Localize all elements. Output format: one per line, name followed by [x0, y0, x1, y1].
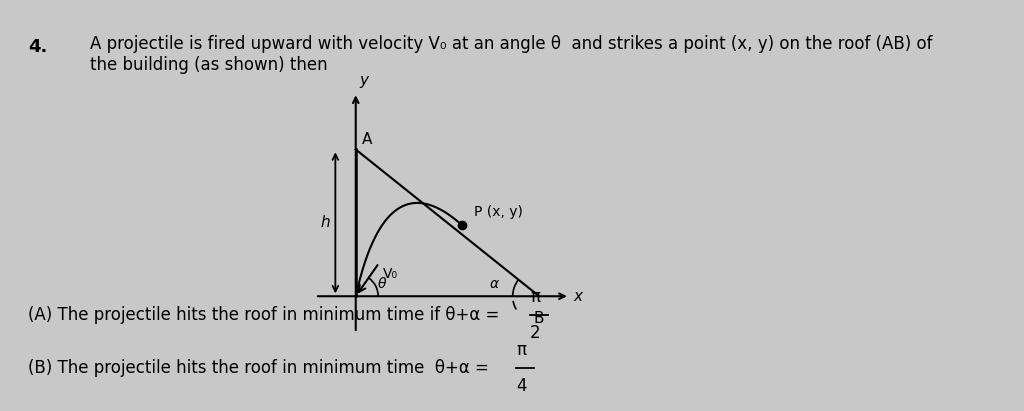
Text: B: B: [534, 311, 545, 326]
Text: P (x, y): P (x, y): [474, 205, 523, 219]
Text: 4: 4: [516, 377, 526, 395]
Text: x: x: [573, 289, 583, 304]
Text: (B) The projectile hits the roof in minimum time  θ+α =: (B) The projectile hits the roof in mini…: [28, 359, 488, 377]
Text: V₀: V₀: [383, 267, 398, 281]
Text: 2: 2: [530, 324, 541, 342]
Text: α: α: [489, 277, 499, 291]
Text: π: π: [516, 341, 526, 359]
Text: A projectile is fired upward with velocity V₀ at an angle θ  and strikes a point: A projectile is fired upward with veloci…: [90, 35, 933, 74]
Text: π: π: [530, 288, 540, 306]
Text: (A) The projectile hits the roof in minimum time if θ+α =: (A) The projectile hits the roof in mini…: [28, 306, 500, 324]
Text: θ: θ: [378, 277, 386, 291]
Text: 4.: 4.: [28, 38, 47, 56]
Text: h: h: [321, 215, 330, 230]
Text: y: y: [359, 73, 369, 88]
Text: A: A: [361, 132, 373, 148]
